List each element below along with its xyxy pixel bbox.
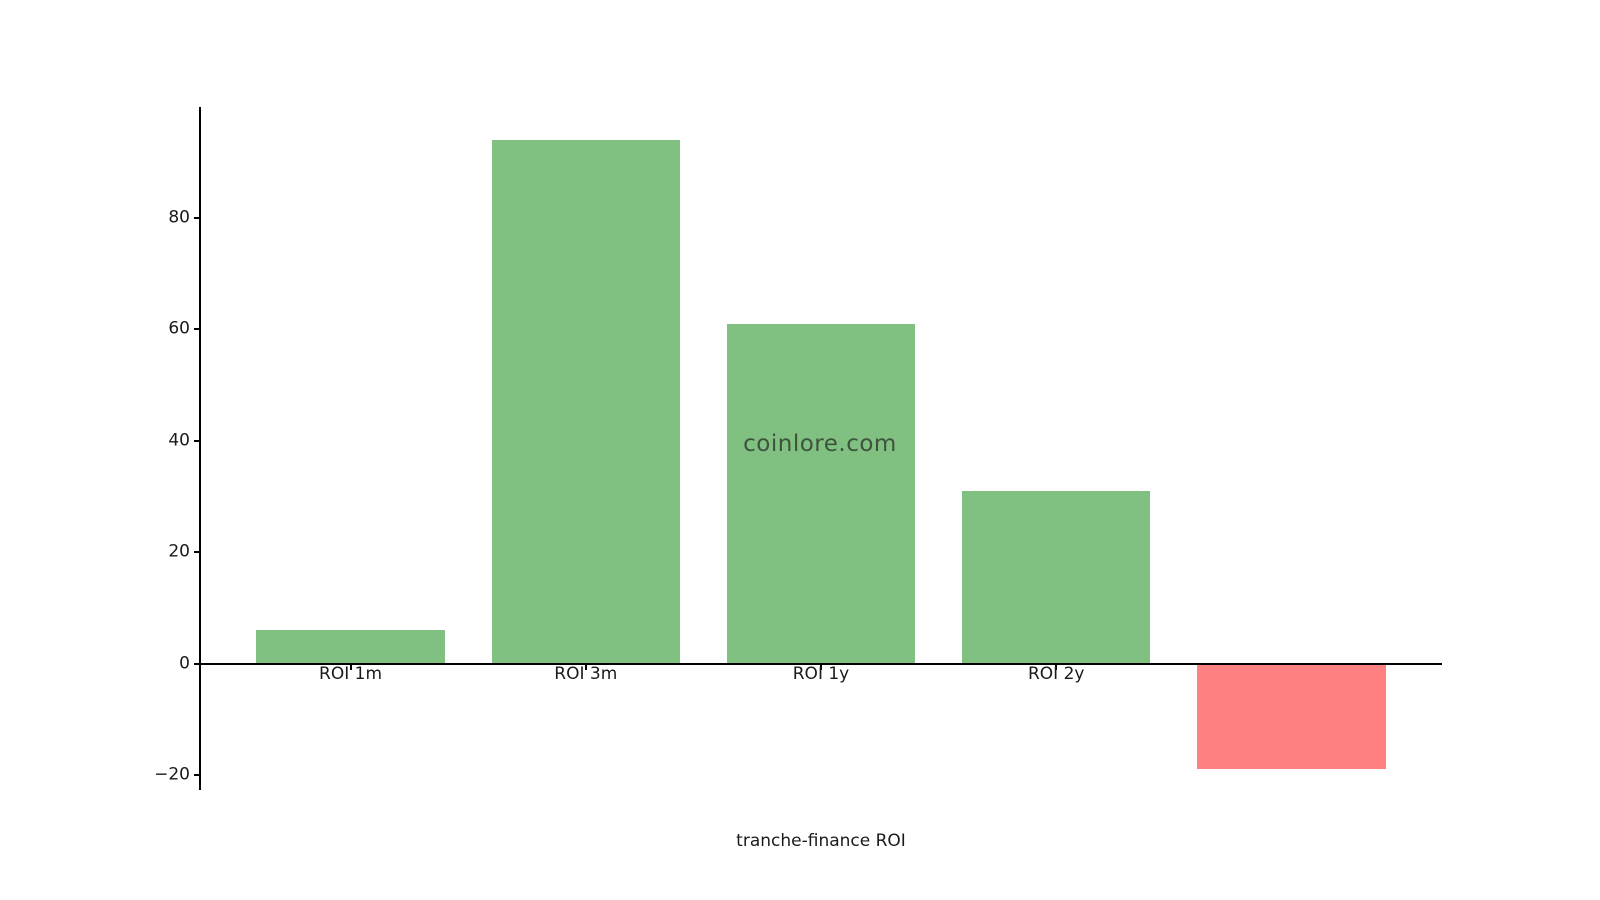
y-tick-label: 40 [168,430,190,451]
x-tick-label: ROI 1m [319,663,383,684]
y-tick-mark [194,551,200,554]
y-tick-label: 80 [168,207,190,228]
y-axis-line [199,107,201,790]
bar-negative [1197,663,1386,770]
y-tick-mark [194,773,200,776]
watermark: coinlore.com [743,431,897,457]
y-tick-mark [194,216,200,219]
bar-positive [256,630,445,664]
y-tick-label: 60 [168,318,190,339]
x-tick-label: ROI 2y [1027,663,1085,684]
bar-positive [491,139,680,664]
x-tick-label: ROI 1y [792,663,850,684]
y-tick-label: −20 [154,764,190,785]
bar-positive [962,490,1151,664]
y-tick-mark [194,328,200,331]
x-tick-label: ROI 3m [554,663,618,684]
y-tick-label: 0 [179,653,190,674]
y-tick-mark [194,662,200,665]
x-tick-mark [820,664,822,670]
x-tick-mark [584,664,587,670]
bar-positive [726,323,916,664]
x-tick-mark [1055,664,1058,670]
x-axis-line [200,662,1442,665]
x-tick-mark [349,664,352,670]
chart-title: tranche-finance ROI [736,831,906,851]
y-tick-label: 20 [168,541,190,562]
y-tick-mark [194,439,200,442]
